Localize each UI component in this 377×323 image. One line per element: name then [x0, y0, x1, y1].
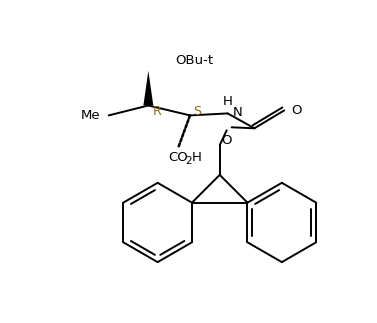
- Text: Me: Me: [81, 109, 101, 122]
- Text: S: S: [193, 105, 201, 118]
- Text: R: R: [153, 105, 162, 118]
- Text: OBu-t: OBu-t: [175, 54, 213, 68]
- Text: H: H: [192, 151, 202, 163]
- Text: O: O: [291, 104, 302, 117]
- Text: CO: CO: [168, 151, 188, 163]
- Text: O: O: [221, 134, 232, 147]
- Text: 2: 2: [185, 156, 192, 166]
- Polygon shape: [143, 71, 153, 106]
- Text: N: N: [233, 106, 242, 119]
- Text: H: H: [223, 95, 233, 108]
